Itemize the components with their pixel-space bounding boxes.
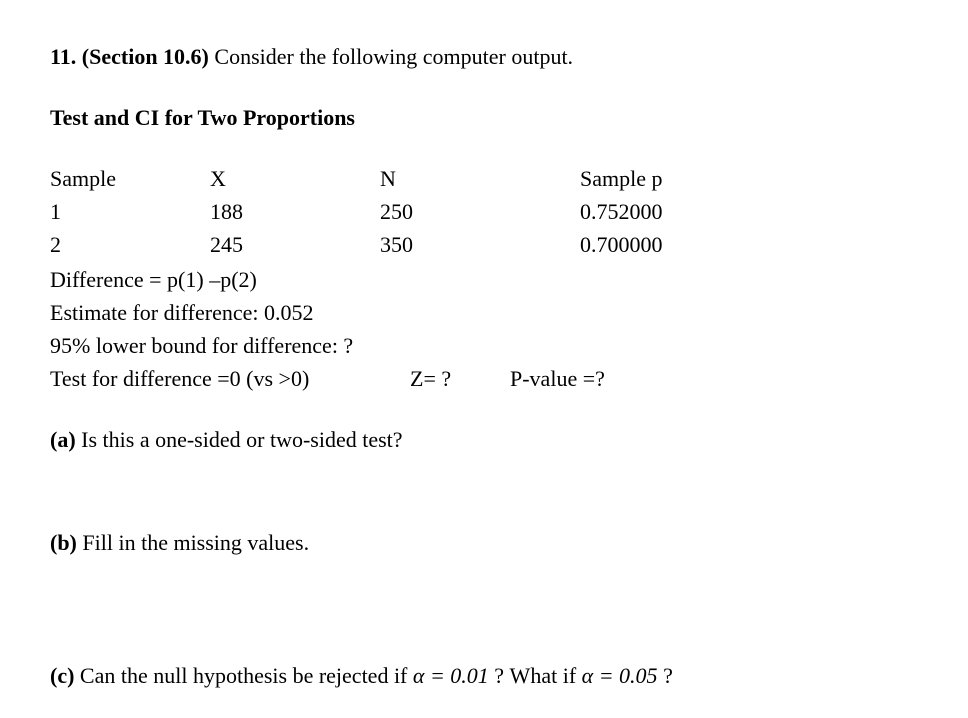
part-b: (b) Fill in the missing values.: [50, 526, 918, 559]
cell-p: 0.700000: [580, 228, 830, 261]
cell-n: 250: [380, 195, 580, 228]
test-line: Test for difference =0 (vs >0) Z= ? P-va…: [50, 362, 918, 395]
part-c-text-2: ? What if: [494, 663, 581, 688]
test-z: Z= ?: [410, 362, 510, 395]
cell-x: 245: [210, 228, 380, 261]
cell-x: 188: [210, 195, 380, 228]
cell-sample: 2: [50, 228, 210, 261]
output-lines: Difference = p(1) –p(2) Estimate for dif…: [50, 263, 918, 395]
part-c-label: (c): [50, 663, 74, 688]
test-pvalue: P-value =?: [510, 362, 710, 395]
part-c-alpha2: α = 0.05: [582, 663, 658, 688]
part-c-text-3: ?: [663, 663, 673, 688]
difference-definition: Difference = p(1) –p(2): [50, 263, 918, 296]
problem-header: 11. (Section 10.6) Consider the followin…: [50, 40, 918, 73]
part-a: (a) Is this a one-sided or two-sided tes…: [50, 423, 918, 456]
cell-p: 0.752000: [580, 195, 830, 228]
table-row: 1 188 250 0.752000: [50, 195, 918, 228]
col-header-n: N: [380, 162, 580, 195]
part-c-alpha1: α = 0.01: [413, 663, 489, 688]
estimate-line: Estimate for difference: 0.052: [50, 296, 918, 329]
part-b-text: Fill in the missing values.: [82, 530, 309, 555]
lower-bound-line: 95% lower bound for difference: ?: [50, 329, 918, 362]
data-table: Sample X N Sample p 1 188 250 0.752000 2…: [50, 162, 918, 261]
table-row: 2 245 350 0.700000: [50, 228, 918, 261]
col-header-sample: Sample: [50, 162, 210, 195]
problem-section: (Section 10.6): [82, 44, 209, 69]
part-c-text-1: Can the null hypothesis be rejected if: [80, 663, 413, 688]
col-header-x: X: [210, 162, 380, 195]
cell-sample: 1: [50, 195, 210, 228]
subheading: Test and CI for Two Proportions: [50, 101, 918, 134]
part-a-label: (a): [50, 427, 76, 452]
cell-n: 350: [380, 228, 580, 261]
problem-tail: Consider the following computer output.: [214, 44, 573, 69]
part-b-label: (b): [50, 530, 77, 555]
col-header-p: Sample p: [580, 162, 830, 195]
part-a-text: Is this a one-sided or two-sided test?: [81, 427, 402, 452]
test-left: Test for difference =0 (vs >0): [50, 362, 410, 395]
table-header-row: Sample X N Sample p: [50, 162, 918, 195]
problem-number: 11.: [50, 44, 76, 69]
part-c: (c) Can the null hypothesis be rejected …: [50, 659, 918, 692]
